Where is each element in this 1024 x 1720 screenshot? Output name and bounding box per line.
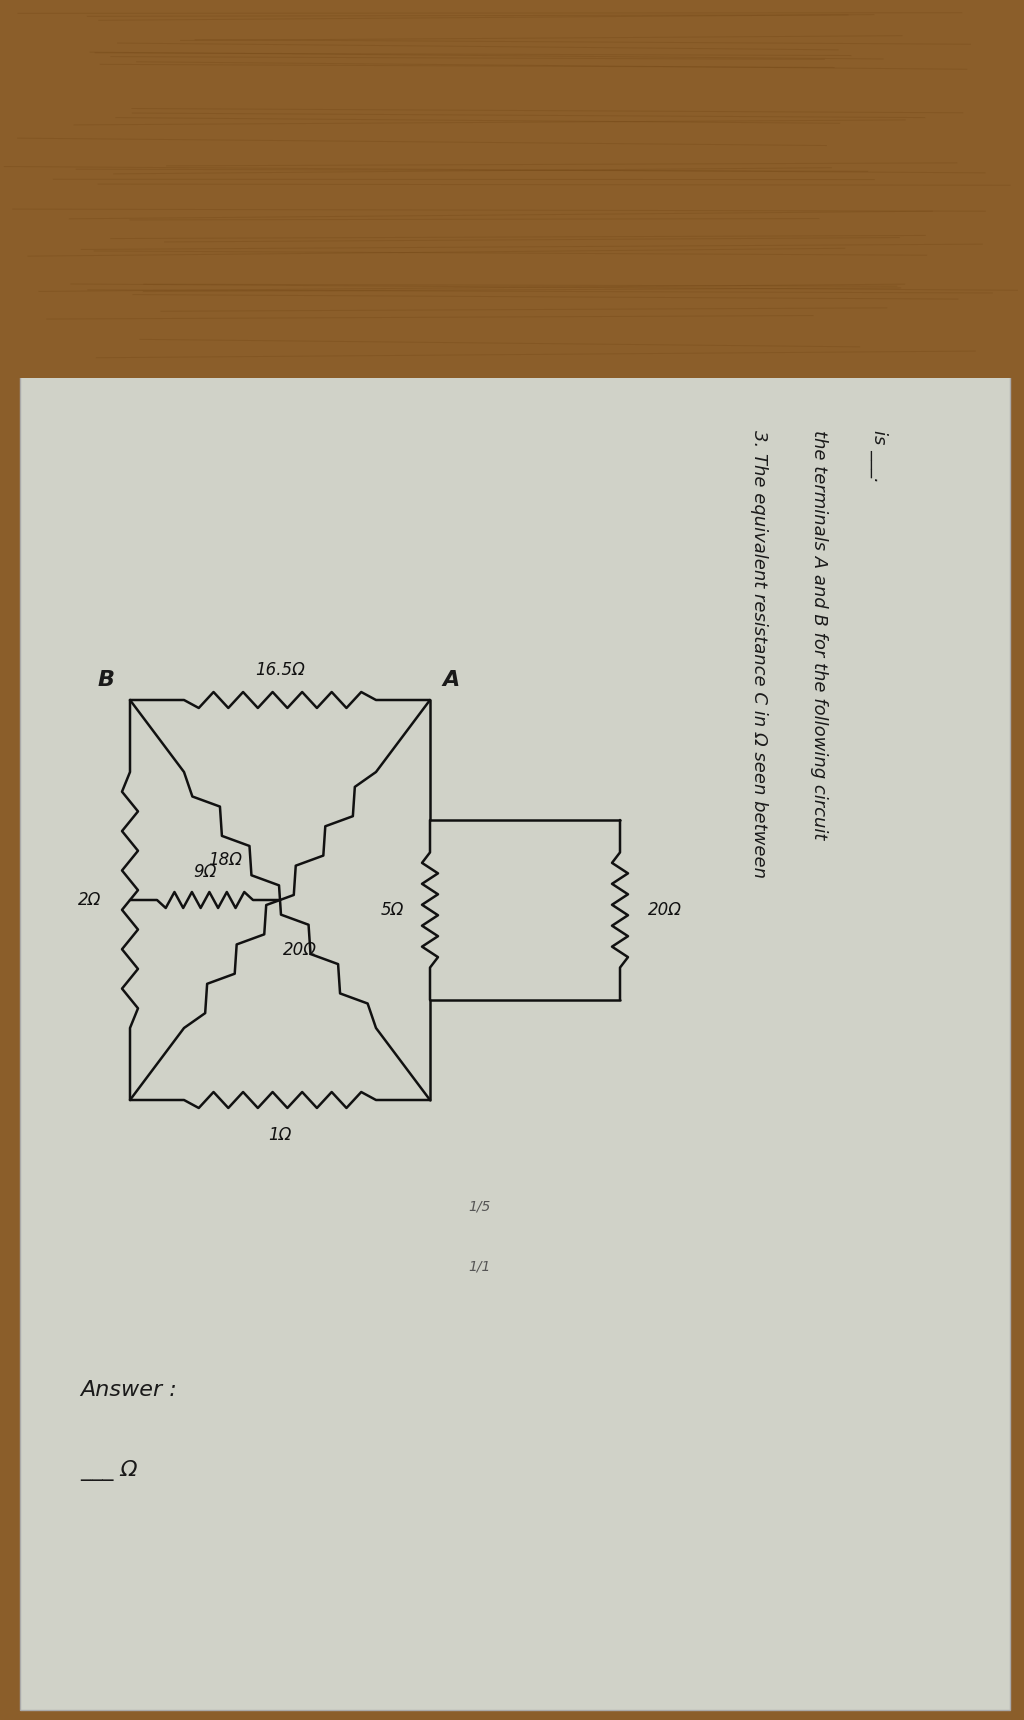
Text: ___ Ω: ___ Ω [80, 1460, 137, 1481]
Text: the terminals A and B for the following circuit: the terminals A and B for the following … [810, 430, 828, 839]
Text: 16.5Ω: 16.5Ω [255, 660, 305, 679]
Text: 5Ω: 5Ω [380, 901, 403, 918]
Text: 1/5: 1/5 [469, 1201, 492, 1214]
Text: is ___.: is ___. [870, 430, 888, 483]
Text: 18Ω: 18Ω [208, 851, 242, 869]
Text: A: A [442, 671, 459, 690]
Text: 20Ω: 20Ω [648, 901, 682, 918]
Text: 1Ω: 1Ω [268, 1127, 292, 1144]
Bar [20, 347, 1010, 1710]
Text: 20Ω: 20Ω [283, 941, 317, 960]
Text: B: B [98, 671, 115, 690]
Bar [0, 0, 1024, 378]
Text: Answer :: Answer : [80, 1379, 177, 1400]
Text: 2Ω: 2Ω [78, 891, 101, 908]
Text: 1/1: 1/1 [469, 1261, 492, 1275]
Text: 9Ω: 9Ω [194, 863, 217, 881]
Text: 3. The equivalent resistance C in Ω seen between: 3. The equivalent resistance C in Ω seen… [750, 430, 768, 877]
